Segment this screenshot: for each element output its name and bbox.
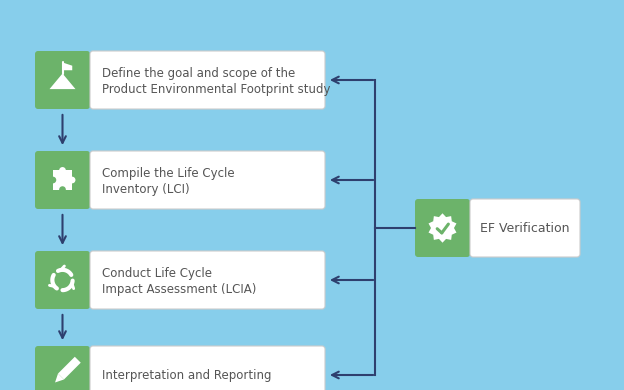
FancyBboxPatch shape bbox=[90, 346, 325, 390]
Text: Inventory (LCI): Inventory (LCI) bbox=[102, 184, 190, 197]
FancyBboxPatch shape bbox=[35, 346, 90, 390]
Circle shape bbox=[69, 177, 76, 183]
FancyBboxPatch shape bbox=[90, 151, 325, 209]
Polygon shape bbox=[429, 213, 457, 243]
FancyBboxPatch shape bbox=[35, 251, 90, 309]
Text: Interpretation and Reporting: Interpretation and Reporting bbox=[102, 369, 271, 381]
Text: Product Environmental Footprint study: Product Environmental Footprint study bbox=[102, 83, 331, 96]
Text: Define the goal and scope of the: Define the goal and scope of the bbox=[102, 67, 295, 80]
FancyBboxPatch shape bbox=[53, 170, 72, 190]
Text: Conduct Life Cycle: Conduct Life Cycle bbox=[102, 268, 212, 280]
Polygon shape bbox=[55, 374, 64, 383]
Polygon shape bbox=[49, 73, 76, 89]
Text: Impact Assessment (LCIA): Impact Assessment (LCIA) bbox=[102, 284, 256, 296]
Text: EF Verification: EF Verification bbox=[480, 222, 570, 234]
Polygon shape bbox=[62, 62, 72, 70]
Polygon shape bbox=[58, 357, 80, 379]
FancyBboxPatch shape bbox=[90, 51, 325, 109]
FancyBboxPatch shape bbox=[415, 199, 470, 257]
FancyBboxPatch shape bbox=[35, 51, 90, 109]
FancyBboxPatch shape bbox=[470, 199, 580, 257]
FancyBboxPatch shape bbox=[90, 251, 325, 309]
FancyBboxPatch shape bbox=[35, 151, 90, 209]
Text: Compile the Life Cycle: Compile the Life Cycle bbox=[102, 167, 235, 181]
Circle shape bbox=[49, 177, 56, 183]
Circle shape bbox=[59, 186, 66, 193]
Circle shape bbox=[59, 167, 66, 174]
